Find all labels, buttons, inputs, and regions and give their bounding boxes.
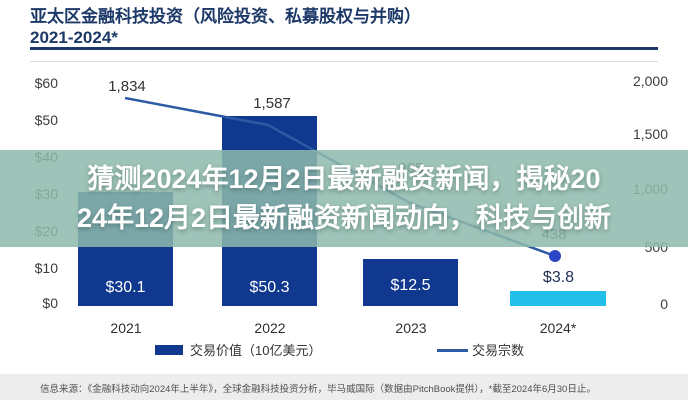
right-axis-tick-1500: 1,500 (632, 126, 668, 142)
x-label-2024: 2024* (539, 320, 577, 336)
headline-line1: 猜测2024年12月2日最新融资新闻，揭秘20 (87, 163, 601, 194)
bar-value-2021: $30.1 (105, 279, 146, 296)
bar-value-2023: $12.5 (390, 277, 431, 294)
x-label-2021: 2021 (110, 320, 142, 336)
left-axis-tick-50: $50 (34, 112, 58, 128)
chart-title: 亚太区金融科技投资（风险投资、私募股权与并购） 2021-2024* (30, 6, 660, 48)
left-axis-tick-60: $60 (34, 75, 58, 91)
x-label-2023: 2023 (395, 320, 427, 336)
plot-top-gridline (30, 61, 658, 62)
deal-count-endpoint-dot (549, 250, 561, 262)
legend-deal-count-label: 交易宗数 (472, 343, 525, 358)
x-label-2022: 2022 (254, 320, 286, 336)
right-axis-tick-0: 0 (660, 296, 668, 312)
legend-deal-value-label: 交易价值（10亿美元） (190, 343, 322, 358)
left-axis-tick-0: $0 (42, 295, 58, 311)
left-axis-tick-10: $10 (34, 260, 58, 276)
footer-bar: 信息来源：《金融科技动向2024年上半年》，全球金融科技投资分析，毕马威国际（数… (0, 374, 688, 400)
legend-line-swatch (437, 349, 468, 352)
title-underline (30, 47, 658, 50)
source-note: 信息来源：《金融科技动向2024年上半年》，全球金融科技投资分析，毕马威国际（数… (40, 384, 596, 395)
bar-value-2024: $3.8 (542, 269, 575, 286)
right-axis-tick-2000: 2,000 (632, 73, 668, 89)
bar-2023 (363, 259, 458, 306)
chart-title-line2: 2021-2024* (30, 28, 118, 47)
line-value-2022: 1,587 (253, 95, 291, 112)
legend-bar-swatch (155, 345, 183, 355)
chart-title-line1: 亚太区金融科技投资（风险投资、私募股权与并购） (30, 7, 421, 26)
line-value-2021: 1,834 (108, 78, 146, 95)
bar-2024 (510, 291, 606, 306)
bar-value-2022: $50.3 (249, 279, 290, 296)
headline-line2: 24年12月2日最新融资新闻动向，科技与创新 (76, 202, 612, 233)
news-headline-overlay: 猜测2024年12月2日最新融资新闻，揭秘20 24年12月2日最新融资新闻动向… (0, 150, 688, 247)
